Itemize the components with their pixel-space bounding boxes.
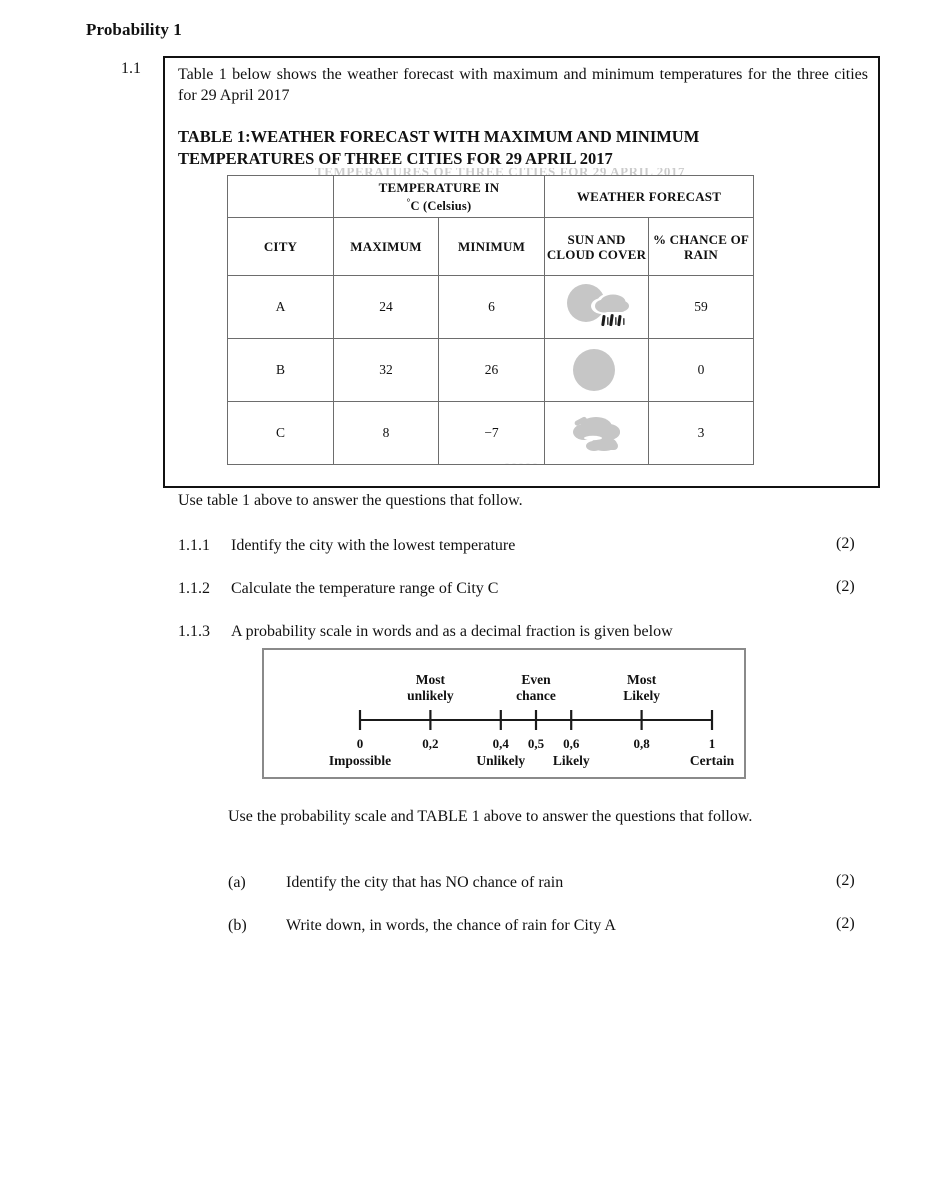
header-maximum: MAXIMUM — [333, 217, 439, 276]
use-table-instruction: Use table 1 above to answer the question… — [178, 492, 523, 509]
scale-below-label-0: Impossible — [329, 753, 391, 768]
header-chance-of-rain: % CHANCE OF RAIN — [648, 217, 754, 276]
marks-1-1-2: (2) — [836, 578, 855, 595]
cell-chance-of-rain: 0 — [648, 338, 754, 402]
header-city: CITY — [227, 217, 334, 276]
scale-tick-value-5: 0,8 — [633, 736, 650, 751]
header-sun-cloud-cover: SUN AND CLOUD COVER — [544, 217, 649, 276]
cell-cover — [544, 275, 649, 339]
marks-b: (2) — [836, 915, 855, 932]
weather-forecast-table: TEMPERATURE IN °C (Celsius) WEATHER FORE… — [227, 175, 754, 465]
frame-intro-text: Table 1 below shows the weather forecast… — [178, 66, 868, 104]
scale-tick-value-0: 0 — [357, 736, 364, 751]
scale-tick-value-3: 0,5 — [528, 736, 545, 751]
scale-below-label-6: Certain — [690, 753, 735, 768]
header-minimum: MINIMUM — [438, 217, 545, 276]
cell-city: A — [227, 275, 334, 339]
header-weather-forecast: WEATHER FORECAST — [544, 175, 754, 218]
table-frame: Table 1 below shows the weather forecast… — [163, 56, 880, 488]
table-caption: TABLE 1:WEATHER FORECAST WITH MAXIMUM AN… — [178, 127, 700, 168]
sun-cloud-rain-icon — [566, 284, 629, 327]
header-temperature: TEMPERATURE IN °C (Celsius) — [333, 175, 545, 218]
marks-a: (2) — [836, 872, 855, 889]
scale-tick-value-4: 0,6 — [563, 736, 580, 751]
probability-scale-diagram: 0Impossible0,2Mostunlikely0,4Unlikely0,5… — [329, 672, 735, 768]
cell-chance-of-rain: 3 — [648, 401, 754, 465]
cell-minimum: −7 — [438, 401, 545, 465]
cell-maximum: 8 — [333, 401, 439, 465]
header-temperature-unit-text: C (Celsius) — [410, 198, 472, 213]
header-temperature-unit: °C (Celsius) — [334, 195, 544, 214]
page-title: Probability 1 — [86, 20, 182, 39]
sun-icon — [572, 349, 615, 391]
scale-tick-value-2: 0,4 — [493, 736, 510, 751]
question-1-1-1-text: Identify the city with the lowest temper… — [231, 537, 516, 554]
cell-city: C — [227, 401, 334, 465]
scale-above-label-5: Likely — [623, 688, 660, 703]
table-column-header-row: CITY MAXIMUM MINIMUM SUN AND CLOUD COVER… — [227, 217, 754, 276]
scan-artifact-bottom: - - - - - — [505, 462, 537, 469]
scale-below-label-4: Likely — [553, 753, 590, 768]
question-a-text: Identify the city that has NO chance of … — [286, 874, 564, 891]
scale-above-label-3: chance — [516, 688, 556, 703]
cloud-icon — [572, 416, 620, 451]
question-b-text: Write down, in words, the chance of rain… — [286, 917, 616, 934]
table-row: C 8 −7 — [227, 401, 754, 465]
scale-tick-value-1: 0,2 — [422, 736, 438, 751]
scale-above-label-3: Even — [521, 672, 551, 687]
use-scale-instruction: Use the probability scale and TABLE 1 ab… — [228, 808, 753, 825]
scale-above-label-1: unlikely — [407, 688, 454, 703]
cell-city: B — [227, 338, 334, 402]
question-1-1-2-number: 1.1.2 — [178, 580, 210, 597]
cell-maximum: 32 — [333, 338, 439, 402]
question-1-1-1-number: 1.1.1 — [178, 537, 210, 554]
table-group-header-row: TEMPERATURE IN °C (Celsius) WEATHER FORE… — [227, 175, 754, 218]
cell-minimum: 6 — [438, 275, 545, 339]
header-temperature-line1: TEMPERATURE IN — [378, 179, 500, 195]
question-number-1-1: 1.1 — [121, 60, 141, 77]
cell-minimum: 26 — [438, 338, 545, 402]
cell-cover — [544, 338, 649, 402]
scale-above-label-5: Most — [627, 672, 657, 687]
question-1-1-3-number: 1.1.3 — [178, 623, 210, 640]
scan-artifact-top: TEMPERATURES OF THREE CITIES FOR 29 APRI… — [315, 168, 767, 175]
question-a-label: (a) — [228, 874, 246, 891]
scale-above-label-1: Most — [416, 672, 446, 687]
cell-cover — [544, 401, 649, 465]
cell-maximum: 24 — [333, 275, 439, 339]
header-blank — [227, 175, 334, 218]
probability-scale-box: 0 Impossible 0,2 Most unlikely 0,4 Unlikely 0,5… — [262, 648, 746, 779]
table-row: A 24 6 — [227, 275, 754, 339]
scale-below-label-2: Unlikely — [476, 753, 525, 768]
table-row: B 32 26 0 — [227, 338, 754, 402]
question-b-label: (b) — [228, 917, 247, 934]
marks-1-1-1: (2) — [836, 535, 855, 552]
question-1-1-2-text: Calculate the temperature range of City … — [231, 580, 499, 597]
scale-tick-value-6: 1 — [709, 736, 716, 751]
question-1-1-3-text: A probability scale in words and as a de… — [231, 623, 673, 640]
cell-chance-of-rain: 59 — [648, 275, 754, 339]
degree-icon: ° — [406, 196, 411, 207]
